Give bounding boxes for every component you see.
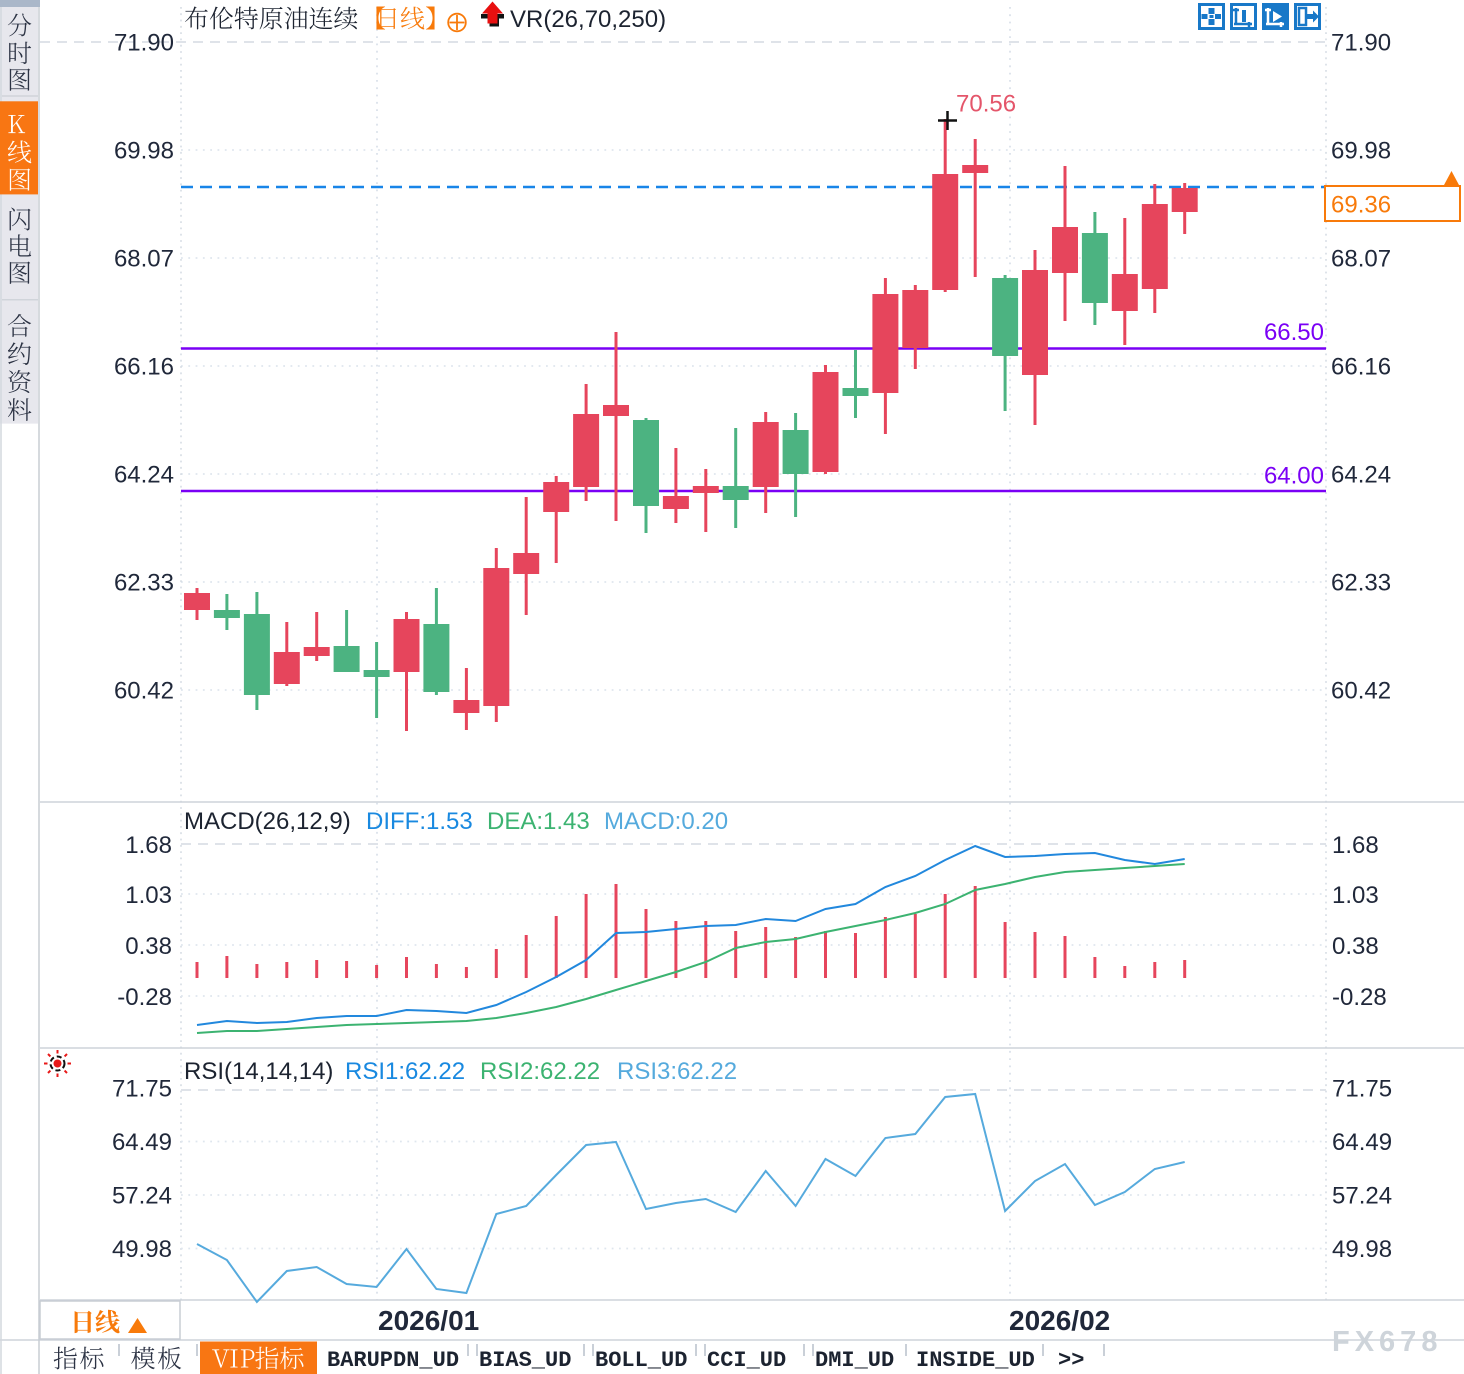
svg-text:68.07: 68.07 bbox=[1331, 246, 1391, 273]
svg-text:66.16: 66.16 bbox=[114, 354, 174, 381]
svg-text:1.03: 1.03 bbox=[125, 882, 172, 909]
svg-text:1.03: 1.03 bbox=[1332, 882, 1379, 909]
svg-text:70.56: 70.56 bbox=[956, 91, 1016, 118]
svg-text:62.33: 62.33 bbox=[114, 570, 174, 597]
svg-text:-0.28: -0.28 bbox=[117, 984, 172, 1011]
svg-text:RSI(14,14,14): RSI(14,14,14) bbox=[184, 1058, 333, 1085]
svg-text:RSI3:62.22: RSI3:62.22 bbox=[617, 1058, 737, 1085]
svg-text:71.75: 71.75 bbox=[1332, 1076, 1392, 1103]
svg-text:69.98: 69.98 bbox=[1331, 138, 1391, 165]
svg-text:69.98: 69.98 bbox=[114, 138, 174, 165]
svg-text:DMI_UD: DMI_UD bbox=[815, 1348, 894, 1373]
svg-text:CCI_UD: CCI_UD bbox=[707, 1348, 786, 1373]
svg-text:62.33: 62.33 bbox=[1331, 570, 1391, 597]
svg-text:49.98: 49.98 bbox=[112, 1236, 172, 1263]
svg-text:60.42: 60.42 bbox=[1331, 678, 1391, 705]
svg-text:RSI1:62.22: RSI1:62.22 bbox=[345, 1058, 465, 1085]
svg-text:1.68: 1.68 bbox=[1332, 832, 1379, 859]
svg-text:>>: >> bbox=[1058, 1348, 1084, 1373]
svg-text:BOLL_UD: BOLL_UD bbox=[595, 1348, 687, 1373]
svg-text:-0.28: -0.28 bbox=[1332, 984, 1387, 1011]
svg-text:71.90: 71.90 bbox=[114, 30, 174, 57]
svg-text:64.00: 64.00 bbox=[1264, 463, 1324, 490]
svg-text:0.38: 0.38 bbox=[125, 933, 172, 960]
svg-text:MACD:0.20: MACD:0.20 bbox=[604, 808, 728, 835]
svg-text:INSIDE_UD: INSIDE_UD bbox=[916, 1348, 1035, 1373]
svg-text:60.42: 60.42 bbox=[114, 678, 174, 705]
svg-text:1.68: 1.68 bbox=[125, 832, 172, 859]
svg-text:FX678: FX678 bbox=[1332, 1326, 1442, 1358]
svg-text:MACD(26,12,9): MACD(26,12,9) bbox=[184, 808, 351, 835]
svg-text:BIAS_UD: BIAS_UD bbox=[479, 1348, 571, 1373]
svg-text:2026/01: 2026/01 bbox=[378, 1305, 479, 1336]
svg-text:64.24: 64.24 bbox=[1331, 462, 1391, 489]
svg-text:VR(26,70,250): VR(26,70,250) bbox=[510, 6, 666, 33]
svg-text:71.90: 71.90 bbox=[1331, 30, 1391, 57]
svg-text:64.49: 64.49 bbox=[112, 1129, 172, 1156]
svg-text:69.36: 69.36 bbox=[1331, 192, 1391, 219]
svg-text:RSI2:62.22: RSI2:62.22 bbox=[480, 1058, 600, 1085]
svg-text:68.07: 68.07 bbox=[114, 246, 174, 273]
svg-text:66.16: 66.16 bbox=[1331, 354, 1391, 381]
svg-text:2026/02: 2026/02 bbox=[1009, 1305, 1110, 1336]
svg-text:BARUPDN_UD: BARUPDN_UD bbox=[327, 1348, 459, 1373]
svg-text:57.24: 57.24 bbox=[1332, 1183, 1392, 1210]
svg-text:57.24: 57.24 bbox=[112, 1183, 172, 1210]
svg-text:49.98: 49.98 bbox=[1332, 1236, 1392, 1263]
svg-text:0.38: 0.38 bbox=[1332, 933, 1379, 960]
svg-text:DIFF:1.53: DIFF:1.53 bbox=[366, 808, 473, 835]
svg-text:64.24: 64.24 bbox=[114, 462, 174, 489]
svg-text:66.50: 66.50 bbox=[1264, 319, 1324, 346]
svg-text:64.49: 64.49 bbox=[1332, 1129, 1392, 1156]
svg-text:DEA:1.43: DEA:1.43 bbox=[487, 808, 590, 835]
svg-text:71.75: 71.75 bbox=[112, 1076, 172, 1103]
